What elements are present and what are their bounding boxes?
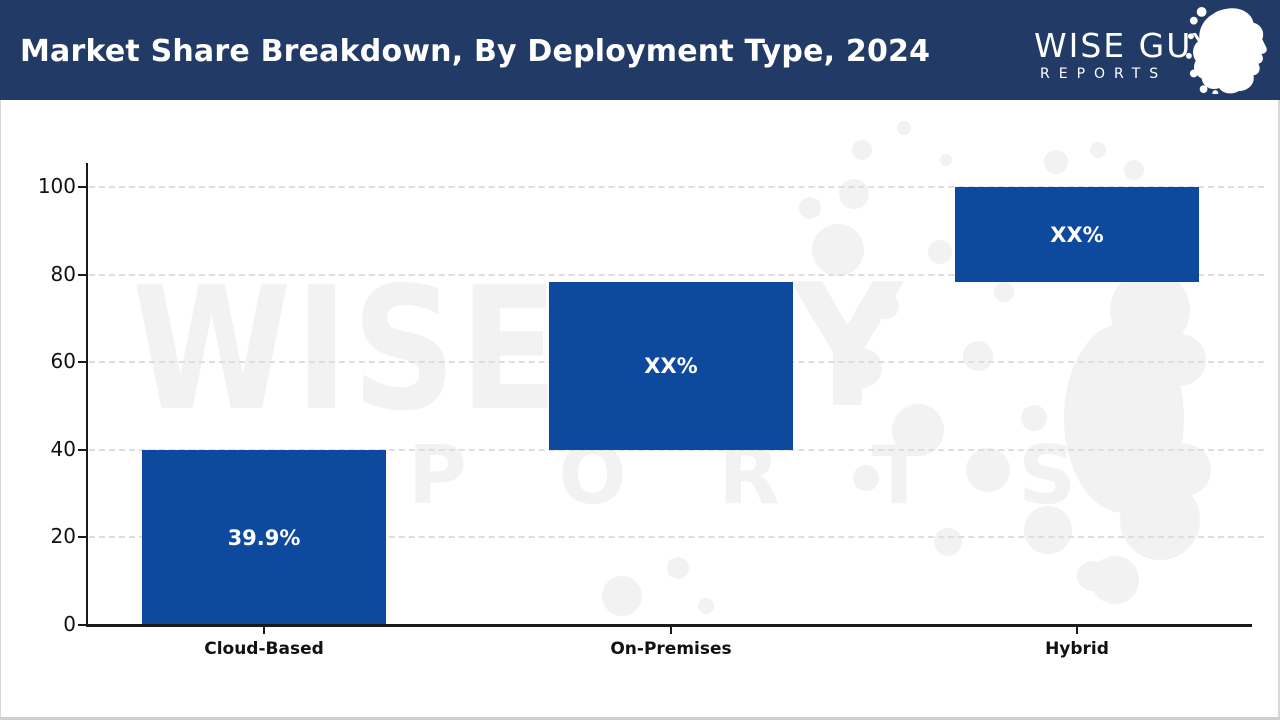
gridline bbox=[89, 273, 1264, 276]
x-tick-mark bbox=[670, 627, 672, 634]
bar-value-label: XX% bbox=[644, 354, 698, 379]
y-tick-label: 60 bbox=[50, 349, 76, 374]
y-tick-label: 40 bbox=[50, 436, 76, 461]
brand-logo: WISE GUY REPORTS bbox=[1004, 4, 1272, 96]
watermark-word-top: WISE bbox=[132, 251, 562, 449]
y-tick-mark bbox=[78, 624, 88, 626]
y-tick-mark bbox=[78, 186, 88, 188]
bottom-border bbox=[0, 717, 1280, 720]
wise-guy-face-icon bbox=[1186, 6, 1267, 94]
bar-value-label: 39.9% bbox=[227, 525, 301, 550]
page-title: Market Share Breakdown, By Deployment Ty… bbox=[20, 34, 931, 69]
header-bar: Market Share Breakdown, By Deployment Ty… bbox=[0, 0, 1280, 100]
left-border bbox=[0, 100, 1, 720]
right-border bbox=[1278, 100, 1280, 720]
y-tick-mark bbox=[78, 273, 88, 276]
y-tick-label: 0 bbox=[63, 612, 76, 636]
x-tick-mark bbox=[1076, 627, 1078, 634]
gridline bbox=[89, 536, 1264, 539]
brand-subname: REPORTS bbox=[1040, 66, 1168, 82]
x-category-label: Cloud-Based bbox=[204, 639, 324, 659]
x-category-label: Hybrid bbox=[1045, 639, 1109, 659]
y-tick-mark bbox=[78, 536, 88, 539]
x-tick-mark bbox=[263, 627, 265, 634]
y-tick-mark bbox=[78, 448, 88, 451]
watermark-letter-y: Y bbox=[792, 248, 903, 446]
bar-segment: XX% bbox=[955, 187, 1199, 283]
bar-segment: 39.9% bbox=[142, 450, 386, 625]
x-category-label: On-Premises bbox=[610, 639, 732, 659]
y-tick-label: 100 bbox=[37, 174, 76, 198]
y-axis-line bbox=[86, 163, 88, 626]
brand-name: WISE GUY bbox=[1034, 26, 1215, 65]
bar-segment: XX% bbox=[549, 282, 793, 451]
y-tick-label: 20 bbox=[50, 524, 76, 549]
x-axis-line bbox=[86, 624, 1252, 627]
y-tick-mark bbox=[78, 361, 88, 364]
y-tick-label: 80 bbox=[50, 261, 76, 286]
bar-value-label: XX% bbox=[1050, 222, 1104, 247]
gridline bbox=[89, 186, 1264, 188]
